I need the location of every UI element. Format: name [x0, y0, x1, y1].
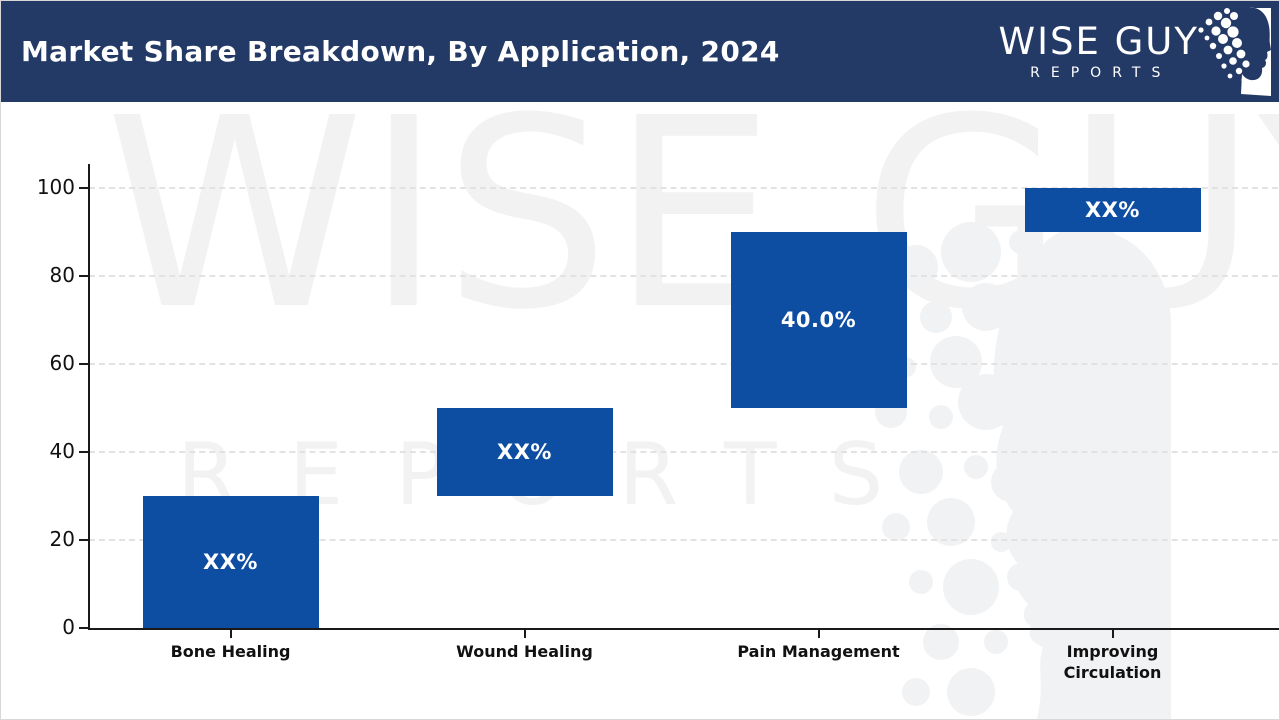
y-axis-tick [79, 539, 89, 541]
wiseguy-logo-text: WISE GUY REPORTS [999, 23, 1199, 81]
gridline [89, 363, 1278, 365]
y-axis-tick [79, 451, 89, 453]
gridline [89, 451, 1278, 453]
gridline [89, 187, 1278, 189]
face-watermark-icon [861, 222, 1191, 719]
y-tick-label: 100 [36, 175, 75, 199]
x-axis-tick [817, 630, 820, 638]
logo-subtitle: REPORTS [1030, 64, 1172, 81]
y-axis-tick [79, 627, 89, 629]
y-axis [88, 164, 90, 630]
chart-area: WISE GUY REPORTS XX%XX%40.0%X [1, 102, 1279, 719]
bar-value-label: XX% [203, 550, 258, 574]
page-title: Market Share Breakdown, By Application, … [21, 35, 780, 68]
gridline [89, 275, 1278, 277]
bar-value-label: XX% [1085, 198, 1140, 222]
y-axis-tick [79, 187, 89, 189]
bar-segment: 40.0% [730, 232, 907, 408]
category-label: Improving Circulation [1063, 642, 1162, 682]
bar-segment: XX% [142, 496, 319, 628]
logo-wordmark: WISE GUY [998, 19, 1199, 63]
category-label: Wound Healing [456, 642, 593, 661]
header: Market Share Breakdown, By Application, … [1, 1, 1279, 102]
y-tick-label: 20 [49, 527, 75, 551]
y-axis-tick [79, 363, 89, 365]
y-tick-label: 0 [62, 615, 75, 639]
wiseguy-logo: WISE GUY REPORTS [999, 4, 1271, 100]
bar-segment: XX% [1024, 188, 1201, 232]
x-axis-tick [229, 630, 232, 638]
x-axis [88, 628, 1279, 630]
x-axis-tick [523, 630, 526, 638]
y-axis-tick [79, 275, 89, 277]
bar-value-label: XX% [497, 440, 552, 464]
y-tick-label: 60 [49, 351, 75, 375]
gridline [89, 539, 1278, 541]
y-tick-label: 40 [49, 439, 75, 463]
bar-value-label: 40.0% [780, 308, 857, 332]
x-axis-tick [1111, 630, 1114, 638]
category-label: Pain Management [737, 642, 900, 661]
y-tick-label: 80 [49, 263, 75, 287]
bar-segment: XX% [436, 408, 613, 496]
category-label: Bone Healing [170, 642, 291, 661]
wiseguy-face-logo-icon [1193, 4, 1271, 100]
